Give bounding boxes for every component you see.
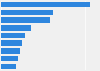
Bar — [1, 48, 20, 54]
Bar — [1, 40, 22, 46]
Bar — [1, 10, 53, 15]
Bar — [1, 64, 16, 69]
Bar — [1, 25, 31, 31]
Bar — [1, 2, 90, 7]
Bar — [1, 56, 18, 61]
Bar — [1, 33, 25, 38]
Bar — [1, 17, 50, 23]
